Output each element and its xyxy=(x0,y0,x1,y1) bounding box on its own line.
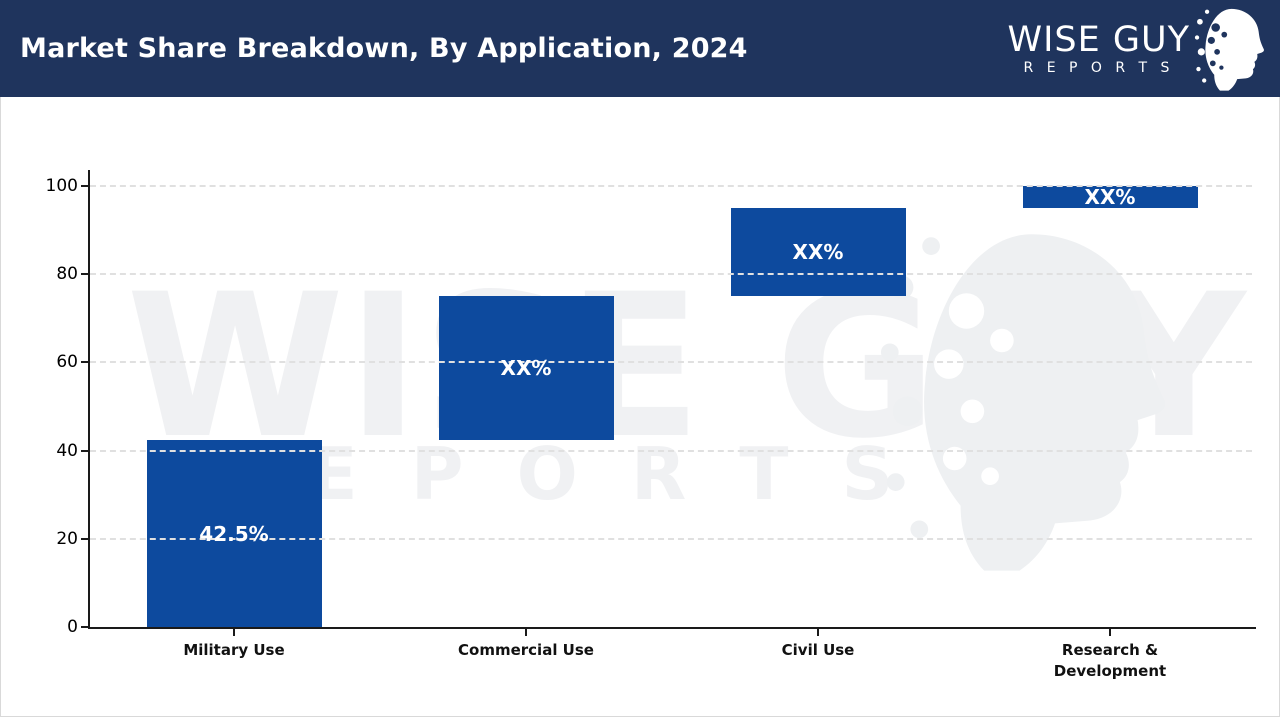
logo-wordmark-block: WISE GUY R E P O R T S xyxy=(1007,19,1190,76)
wise-guy-head-icon xyxy=(1194,8,1264,91)
watermark-subtext: R E P O R T S xyxy=(200,432,908,516)
logo-wordmark: WISE GUY xyxy=(1007,19,1190,60)
header-banner: Market Share Breakdown, By Application, … xyxy=(0,0,1280,97)
page-title: Market Share Breakdown, By Application, … xyxy=(20,33,748,64)
wise-guy-logo: WISE GUY R E P O R T S xyxy=(1007,6,1266,92)
logo-subtitle: R E P O R T S xyxy=(1023,59,1174,76)
watermark-head-icon xyxy=(880,234,1166,571)
